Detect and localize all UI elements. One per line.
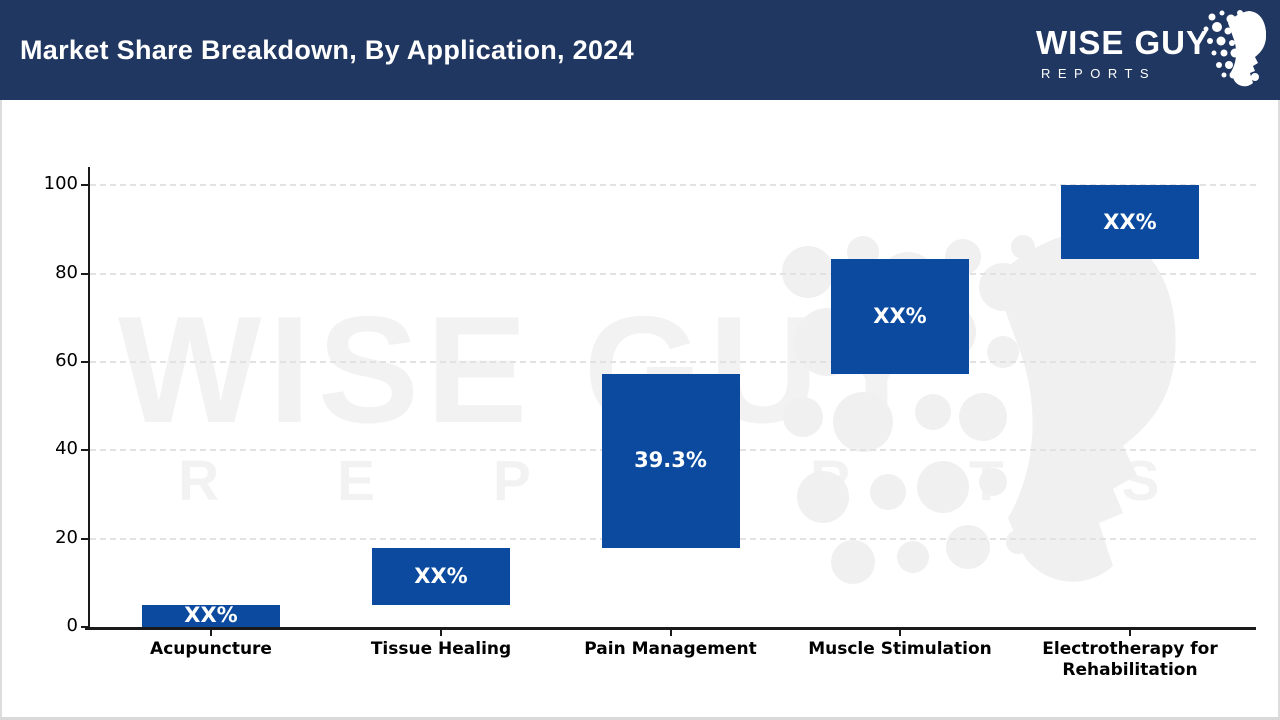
x-tick-electrotherapy-for-rehabilitation	[1129, 630, 1131, 636]
gridline-80	[90, 272, 1256, 275]
header-band: Market Share Breakdown, By Application, …	[0, 0, 1280, 100]
y-tick-60	[81, 361, 89, 364]
y-tick-20	[81, 537, 89, 540]
x-tick-muscle-stimulation	[899, 630, 901, 636]
bar-muscle-stimulation: XX%	[831, 259, 969, 374]
bar-tissue-healing: XX%	[372, 547, 510, 605]
y-tick-100	[81, 184, 89, 187]
bar-value-label-muscle-stimulation: XX%	[873, 304, 927, 329]
bar-value-label-pain-management: 39.3%	[634, 448, 707, 473]
page-title: Market Share Breakdown, By Application, …	[20, 34, 634, 65]
footer-line	[0, 717, 1280, 720]
y-tick-label-100: 100	[43, 173, 78, 195]
y-tick-80	[81, 272, 89, 275]
category-label-pain-management: Pain Management	[584, 639, 757, 659]
y-tick-40	[81, 449, 89, 452]
x-tick-acupuncture	[210, 630, 212, 636]
category-label-acupuncture: Acupuncture	[150, 639, 272, 659]
y-tick-label-60: 60	[55, 350, 78, 372]
x-tick-tissue-healing	[440, 630, 442, 636]
y-axis-line	[88, 167, 90, 629]
y-tick-label-0: 0	[66, 615, 78, 636]
gridline-60	[90, 361, 1256, 364]
y-tick-0	[81, 626, 89, 628]
left-border	[0, 100, 2, 720]
right-border	[1278, 100, 1280, 720]
logo-sub-text: REPORTS	[1041, 66, 1156, 81]
category-label-tissue-healing: Tissue Healing	[370, 639, 512, 659]
x-axis-line	[85, 627, 1256, 630]
bar-electrotherapy-for-rehabilitation: XX%	[1061, 185, 1199, 260]
y-tick-label-40: 40	[55, 438, 78, 460]
y-tick-label-80: 80	[55, 261, 78, 283]
wise-guy-reports-logo: WISE GUY REPORTS	[1036, 10, 1266, 87]
bar-value-label-electrotherapy-for-rehabilitation: XX%	[1103, 209, 1157, 234]
gridline-100	[90, 184, 1256, 187]
bar-value-label-tissue-healing: XX%	[414, 563, 468, 588]
logo-brand-text: WISE GUY	[1036, 24, 1209, 61]
bar-value-label-acupuncture: XX%	[184, 603, 238, 628]
x-tick-pain-management	[669, 630, 672, 636]
dotted-head-icon	[1203, 10, 1266, 87]
bar-acupuncture: XX%	[142, 603, 280, 628]
y-tick-label-20: 20	[55, 526, 78, 548]
category-label-electrotherapy-for-rehabilitation: Electrotherapy for Rehabilitation	[1042, 639, 1218, 681]
bar-pain-management: 39.3%	[601, 373, 740, 548]
category-label-muscle-stimulation: Muscle Stimulation	[808, 639, 992, 659]
